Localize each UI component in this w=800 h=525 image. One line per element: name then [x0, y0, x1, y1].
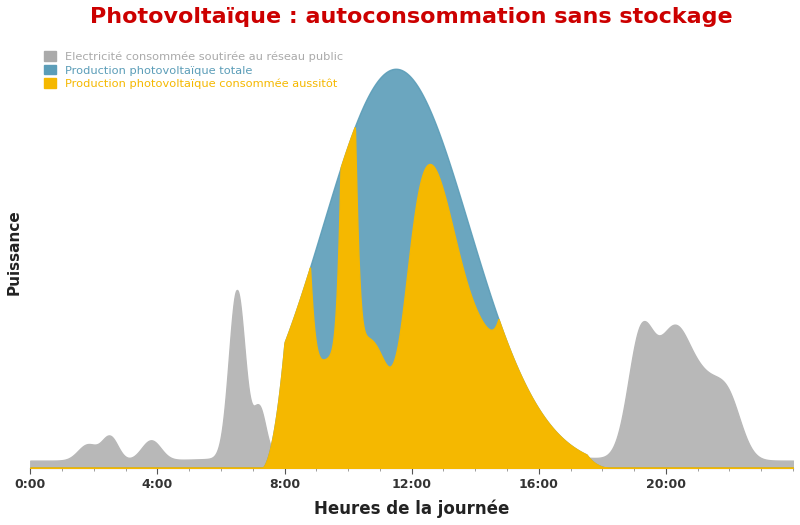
X-axis label: Heures de la journée: Heures de la journée: [314, 500, 510, 518]
Legend: Electricité consommée soutirée au réseau public, Production photovoltaïque total: Electricité consommée soutirée au réseau…: [40, 47, 347, 93]
Y-axis label: Puissance: Puissance: [7, 209, 22, 295]
Title: Photovoltaïque : autoconsommation sans stockage: Photovoltaïque : autoconsommation sans s…: [90, 7, 733, 27]
